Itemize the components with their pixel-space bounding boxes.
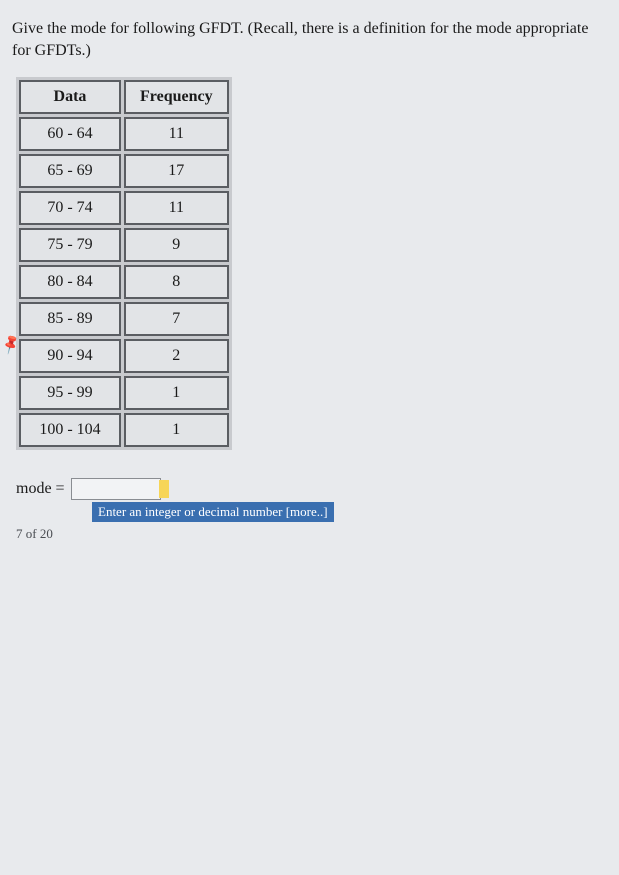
table-row: 80 - 84 8 (19, 265, 229, 299)
cell-frequency: 2 (124, 339, 229, 373)
cell-range: 70 - 74 (19, 191, 121, 225)
header-frequency: Frequency (124, 80, 229, 114)
table-row: 65 - 69 17 (19, 154, 229, 188)
cell-frequency: 17 (124, 154, 229, 188)
cell-range: 95 - 99 (19, 376, 121, 410)
answer-label: mode = (16, 480, 65, 498)
answer-input-wrap (71, 478, 169, 500)
cell-frequency: 9 (124, 228, 229, 262)
cell-range: 65 - 69 (19, 154, 121, 188)
table-row: 100 - 104 1 (19, 413, 229, 447)
table-row: 70 - 74 11 (19, 191, 229, 225)
page-number: 7 of 20 (16, 526, 607, 542)
cell-range: 85 - 89 (19, 302, 121, 336)
hint-text[interactable]: Enter an integer or decimal number [more… (92, 502, 334, 522)
cell-range: 75 - 79 (19, 228, 121, 262)
cell-frequency: 1 (124, 413, 229, 447)
input-cursor-highlight (159, 480, 169, 498)
cell-frequency: 1 (124, 376, 229, 410)
hint-row: Enter an integer or decimal number [more… (92, 502, 607, 522)
cell-range: 80 - 84 (19, 265, 121, 299)
frequency-table: Data Frequency 60 - 64 11 65 - 69 17 70 … (16, 77, 232, 450)
cell-frequency: 11 (124, 191, 229, 225)
table-row: 95 - 99 1 (19, 376, 229, 410)
cell-range: 60 - 64 (19, 117, 121, 151)
cell-frequency: 11 (124, 117, 229, 151)
cell-range: 100 - 104 (19, 413, 121, 447)
cell-range: 90 - 94 (19, 339, 121, 373)
table-row: 75 - 79 9 (19, 228, 229, 262)
cell-frequency: 7 (124, 302, 229, 336)
table-row: 90 - 94 2 (19, 339, 229, 373)
question-text: Give the mode for following GFDT. (Recal… (12, 18, 607, 63)
cell-frequency: 8 (124, 265, 229, 299)
table-header-row: Data Frequency (19, 80, 229, 114)
answer-row: mode = (16, 478, 607, 500)
mode-input[interactable] (71, 478, 161, 500)
header-data: Data (19, 80, 121, 114)
table-row: 60 - 64 11 (19, 117, 229, 151)
table-row: 85 - 89 7 (19, 302, 229, 336)
